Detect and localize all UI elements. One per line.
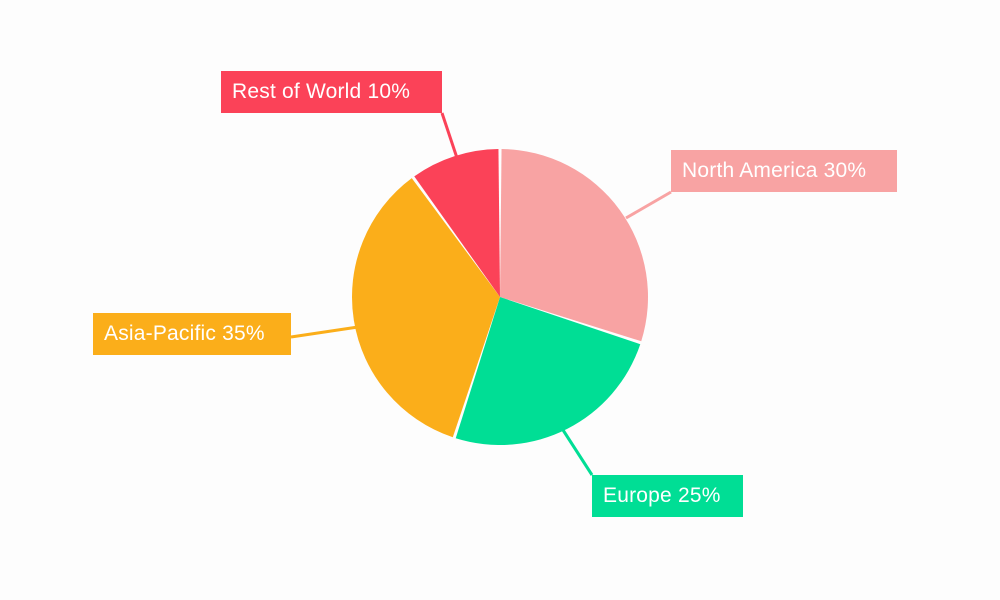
- leader-line-asia-pacific: [290, 325, 359, 339]
- leader-line-north-america: [625, 190, 672, 220]
- pie-label-asia-pacific[interactable]: Asia-Pacific 35%: [93, 313, 291, 355]
- pie-label-rest-of-world[interactable]: Rest of World 10%: [221, 71, 442, 113]
- pie-slice-rest-of-world[interactable]: [414, 149, 500, 297]
- pie-label-text: North America 30%: [682, 158, 867, 182]
- leader-line-europe: [561, 429, 594, 476]
- pie-label-north-america[interactable]: North America 30%: [671, 150, 897, 192]
- pie-label-text: Asia-Pacific 35%: [104, 321, 265, 345]
- pie-label-text: Rest of World 10%: [232, 79, 411, 103]
- pie-slices-group: [351, 149, 649, 446]
- pie-slice-europe[interactable]: [455, 297, 641, 446]
- pie-slice-north-america[interactable]: [500, 149, 649, 342]
- pie-label-europe[interactable]: Europe 25%: [592, 475, 743, 517]
- pie-label-text: Europe 25%: [603, 483, 721, 507]
- pie-slice-asia-pacific[interactable]: [351, 178, 500, 438]
